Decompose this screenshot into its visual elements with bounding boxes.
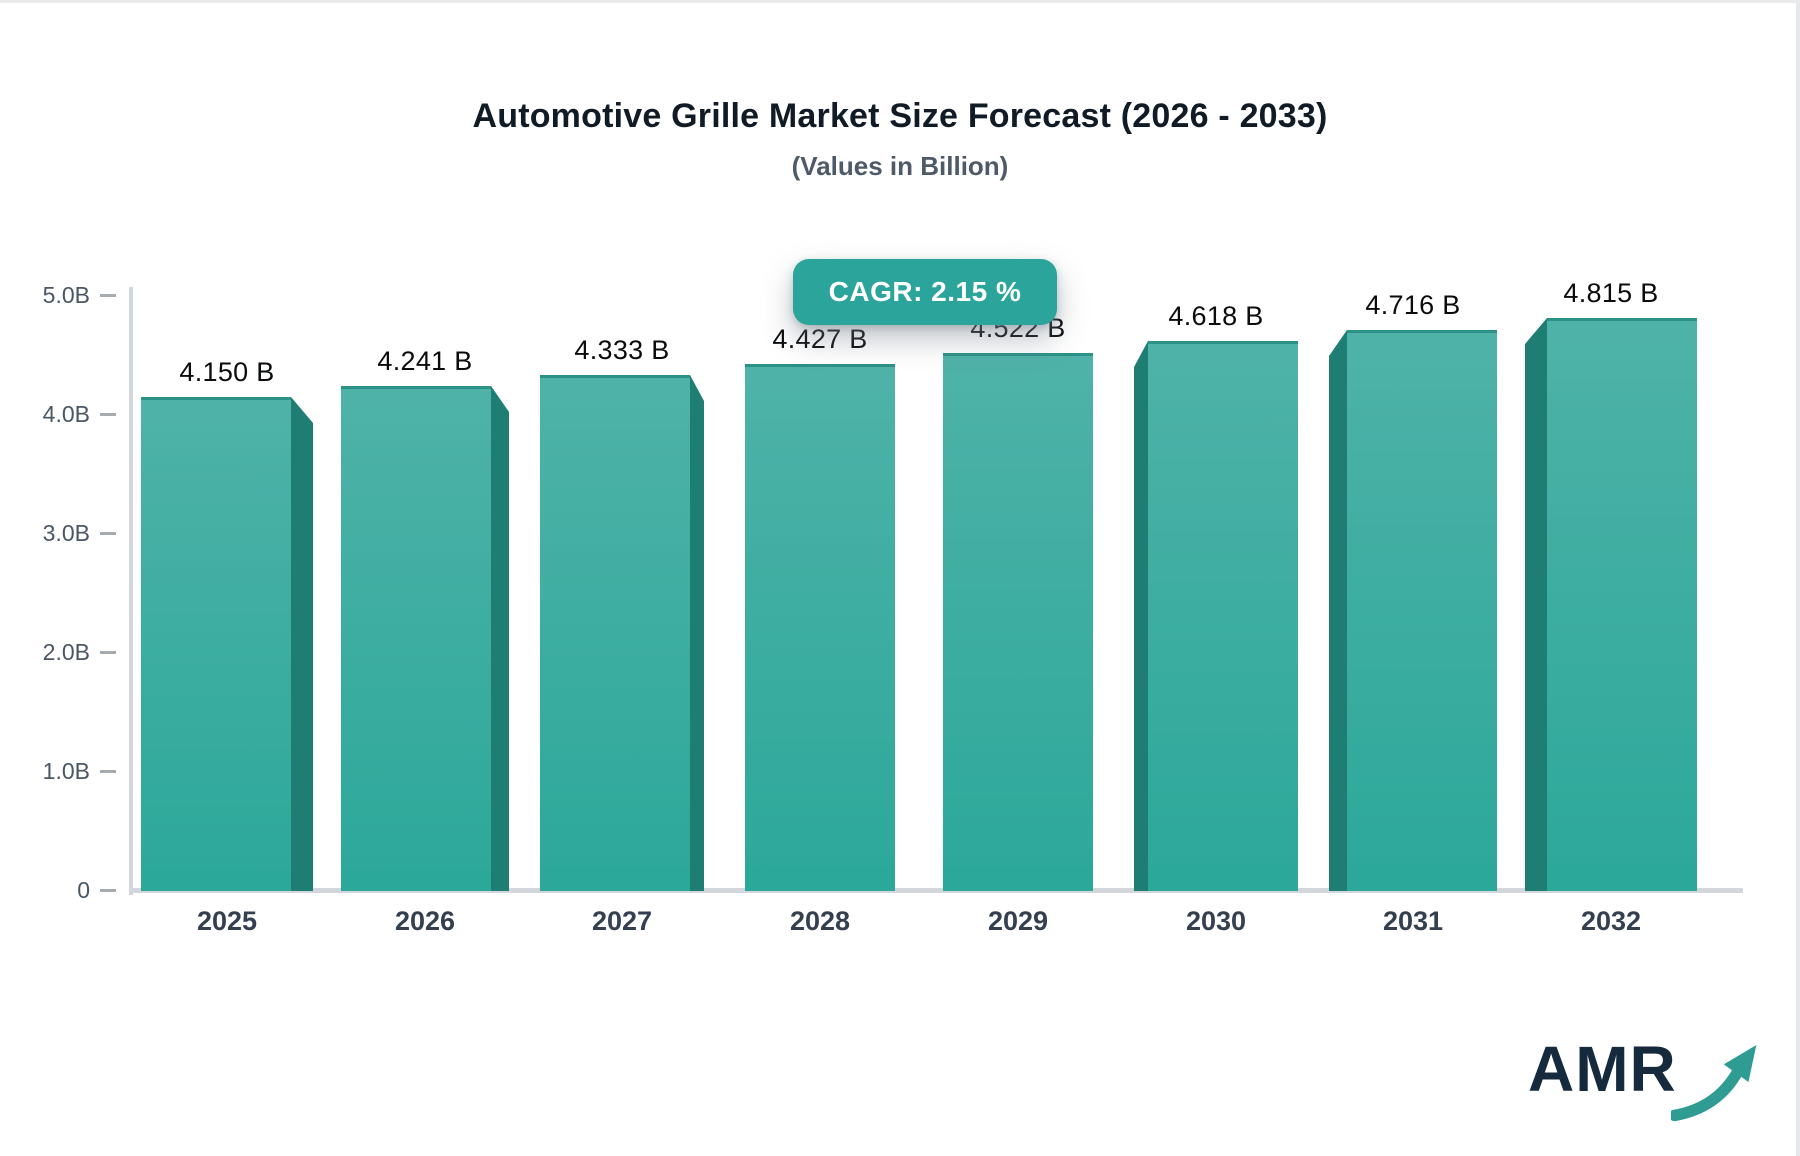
- brand-logo: AMR: [1528, 1033, 1759, 1128]
- bar-face: [943, 353, 1093, 891]
- x-tick-label: 2026: [394, 906, 456, 936]
- x-tick-label: 2030: [1185, 906, 1247, 936]
- y-tick-dash: [100, 532, 116, 535]
- bar-group: [1329, 330, 1497, 891]
- x-tick-label: 2027: [591, 906, 653, 936]
- bar-value-label: 4.618 B: [1168, 301, 1264, 331]
- bar-value-label: 4.150 B: [179, 357, 275, 387]
- bar-value-label: 4.241 B: [377, 346, 473, 376]
- bar-value-label: 4.427 B: [772, 324, 868, 354]
- bar-value-label: 4.716 B: [1365, 290, 1461, 320]
- bar-group: [341, 386, 509, 891]
- bar-side-face: [491, 386, 509, 891]
- bar-group: [745, 364, 895, 891]
- x-tick-label: 2028: [789, 906, 851, 936]
- bar-group: [943, 353, 1093, 891]
- y-tick-dash: [100, 413, 116, 416]
- y-tick-label: 2.0B: [42, 639, 90, 665]
- bar-side-face: [291, 397, 313, 891]
- y-tick-dash: [100, 770, 116, 773]
- bar-face: [1547, 318, 1697, 891]
- cagr-badge: CAGR: 2.15 %: [793, 259, 1057, 325]
- bar-face: [745, 364, 895, 891]
- bar-value-label: 4.333 B: [574, 335, 670, 365]
- x-tick-label: 2032: [1580, 906, 1642, 936]
- bar-group: [1525, 318, 1697, 891]
- bar-face: [1347, 330, 1497, 891]
- bar-face: [141, 397, 291, 891]
- bar-side-face: [690, 375, 704, 891]
- bar-side-face: [1329, 330, 1347, 891]
- y-tick-label: 5.0B: [42, 282, 90, 308]
- bar-face: [341, 386, 491, 891]
- page-subtitle: (Values in Billion): [791, 151, 1009, 181]
- page-title: Automotive Grille Market Size Forecast (…: [472, 97, 1328, 135]
- y-tick-label: 1.0B: [42, 758, 90, 784]
- bar-side-face: [1525, 318, 1547, 891]
- growth-arrow-icon: [1668, 1041, 1759, 1128]
- y-tick-label: 4.0B: [42, 401, 90, 427]
- y-tick-dash: [100, 651, 116, 654]
- bar-group: [1134, 341, 1298, 891]
- bar-value-label: 4.815 B: [1563, 278, 1659, 308]
- bar-group: [540, 375, 704, 891]
- x-tick-label: 2025: [196, 906, 258, 936]
- y-tick-label: 3.0B: [42, 520, 90, 546]
- bar-side-face: [1134, 341, 1148, 891]
- y-tick-dash: [100, 889, 116, 892]
- y-tick-label: 0: [77, 877, 90, 903]
- x-tick-label: 2029: [987, 906, 1049, 936]
- y-tick-dash: [100, 294, 116, 297]
- y-axis: [129, 287, 133, 895]
- x-axis: [129, 888, 1743, 893]
- bar-face: [540, 375, 690, 891]
- x-tick-label: 2031: [1382, 906, 1444, 936]
- bar-group: [141, 397, 313, 891]
- bar-face: [1148, 341, 1298, 891]
- brand-logo-text: AMR: [1528, 1033, 1677, 1105]
